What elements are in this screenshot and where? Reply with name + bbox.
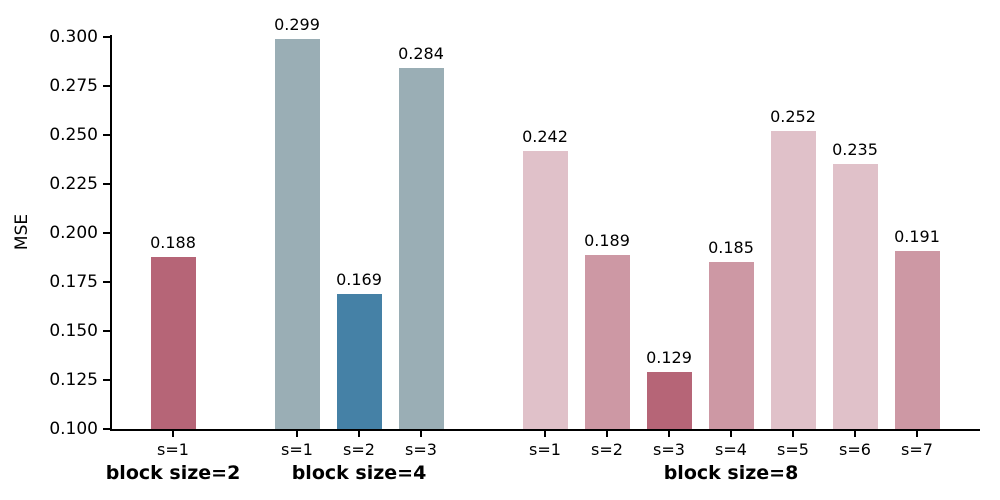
x-tick-mark	[916, 431, 918, 437]
bar-value-label: 0.188	[150, 232, 196, 252]
x-tick-label: s=1	[281, 440, 313, 459]
y-tick-label: 0.150	[49, 320, 98, 341]
x-tick-label: s=2	[343, 440, 375, 459]
bar-value-label: 0.235	[832, 140, 878, 160]
bar-value-label: 0.129	[646, 348, 692, 368]
bar-value-label: 0.169	[336, 269, 382, 289]
bar	[336, 293, 382, 429]
bar	[832, 164, 878, 429]
y-tick-mark	[103, 329, 110, 332]
y-tick-mark	[103, 231, 110, 234]
x-tick-mark	[172, 431, 174, 437]
x-tick-mark	[296, 431, 298, 437]
x-tick-label: s=1	[157, 440, 189, 459]
bar-value-label: 0.189	[584, 230, 630, 250]
y-tick-label: 0.175	[49, 271, 98, 292]
bar-value-label: 0.252	[770, 107, 816, 127]
bar-value-label: 0.284	[398, 44, 444, 64]
bar	[398, 68, 444, 429]
x-tick-mark	[544, 431, 546, 437]
bar-value-label: 0.191	[894, 226, 940, 246]
bar	[584, 254, 630, 429]
y-tick-label: 0.100	[49, 419, 98, 439]
y-tick-label: 0.250	[49, 124, 98, 145]
bar	[522, 150, 568, 429]
y-tick-label: 0.300	[49, 26, 98, 47]
x-tick-label: s=7	[901, 440, 933, 459]
x-tick-mark	[358, 431, 360, 437]
x-group-label: block size=4	[291, 462, 427, 484]
y-tick-mark	[103, 84, 110, 87]
bar	[150, 256, 196, 429]
x-tick-label: s=3	[653, 440, 685, 459]
y-tick-mark	[103, 133, 110, 136]
y-tick-mark	[103, 378, 110, 381]
bar-value-label: 0.299	[274, 14, 320, 34]
bar	[770, 131, 816, 429]
bar	[646, 372, 692, 429]
x-tick-mark	[854, 431, 856, 437]
y-tick-mark	[103, 280, 110, 283]
y-axis-spine	[110, 35, 112, 431]
x-tick-mark	[606, 431, 608, 437]
x-axis-spine	[110, 429, 980, 431]
x-tick-label: s=5	[777, 440, 809, 459]
x-tick-mark	[730, 431, 732, 437]
bar-value-label: 0.185	[708, 238, 754, 258]
y-tick-label: 0.275	[49, 75, 98, 96]
x-tick-mark	[668, 431, 670, 437]
x-tick-mark	[420, 431, 422, 437]
bar-value-label: 0.242	[522, 126, 568, 146]
y-tick-mark	[103, 182, 110, 185]
x-tick-mark	[792, 431, 794, 437]
x-tick-label: s=6	[839, 440, 871, 459]
x-group-label: block size=8	[663, 462, 799, 484]
y-tick-mark	[103, 428, 110, 430]
y-tick-label: 0.125	[49, 369, 98, 390]
x-group-label: block size=2	[105, 462, 241, 484]
x-tick-label: s=4	[715, 440, 747, 459]
bar	[708, 262, 754, 429]
x-tick-label: s=3	[405, 440, 437, 459]
x-tick-label: s=1	[529, 440, 561, 459]
y-tick-mark	[103, 35, 110, 38]
y-tick-label: 0.225	[49, 173, 98, 194]
x-tick-label: s=2	[591, 440, 623, 459]
y-tick-label: 0.200	[49, 222, 98, 243]
bar	[894, 250, 940, 429]
bar	[274, 38, 320, 429]
